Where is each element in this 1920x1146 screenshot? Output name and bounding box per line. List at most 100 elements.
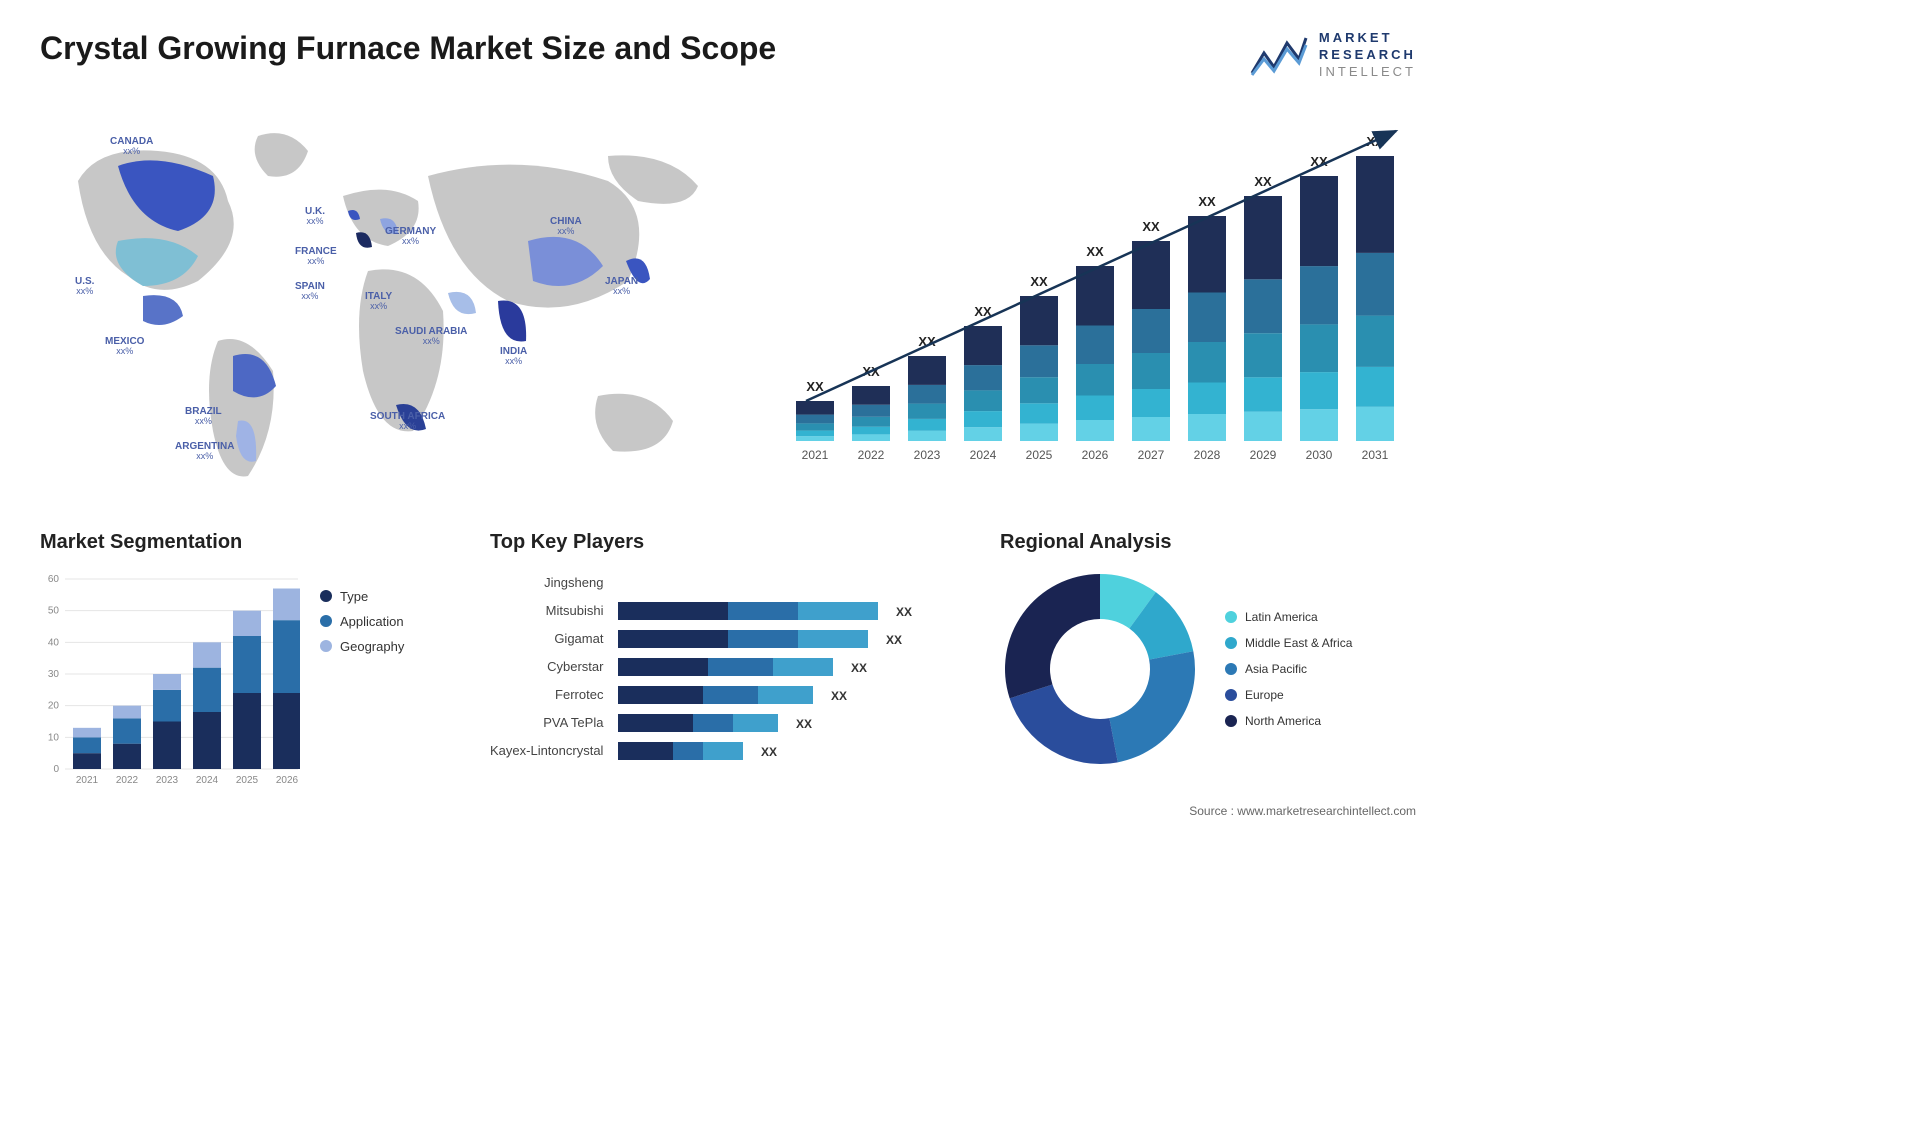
map-label: U.S.xx% <box>75 276 94 297</box>
player-name: Cyberstar <box>490 653 603 681</box>
legend-label: Application <box>340 614 404 629</box>
svg-text:2029: 2029 <box>1250 448 1277 462</box>
legend-dot <box>320 590 332 602</box>
legend-item: North America <box>1225 714 1352 728</box>
map-label: SPAINxx% <box>295 281 325 302</box>
top-row: CANADAxx%U.S.xx%MEXICOxx%BRAZILxx%ARGENT… <box>40 101 1416 501</box>
legend-label: Type <box>340 589 368 604</box>
svg-text:XX: XX <box>1198 194 1216 209</box>
svg-text:XX: XX <box>851 661 867 675</box>
players-section: Top Key Players JingshengMitsubishiGigam… <box>490 531 970 770</box>
map-label: INDIAxx% <box>500 346 527 367</box>
players-title: Top Key Players <box>490 531 970 554</box>
regional-section: Regional Analysis Latin AmericaMiddle Ea… <box>1000 531 1416 769</box>
logo-text-2: RESEARCH <box>1319 47 1416 64</box>
legend-item: Application <box>320 614 404 629</box>
legend-dot <box>1225 663 1237 675</box>
svg-text:2030: 2030 <box>1306 448 1333 462</box>
map-label: CHINAxx% <box>550 216 582 237</box>
player-name: Gigamat <box>490 625 603 653</box>
svg-text:XX: XX <box>1254 174 1272 189</box>
players-bars: XXXXXXXXXXXX <box>618 569 970 770</box>
regional-donut <box>1000 569 1200 769</box>
svg-text:2024: 2024 <box>196 775 219 786</box>
brand-logo: MARKET RESEARCH INTELLECT <box>1249 30 1416 81</box>
svg-text:2021: 2021 <box>802 448 829 462</box>
legend-dot <box>1225 689 1237 701</box>
legend-label: Middle East & Africa <box>1245 636 1352 650</box>
svg-text:XX: XX <box>886 633 902 647</box>
map-label: U.K.xx% <box>305 206 325 227</box>
legend-label: North America <box>1245 714 1321 728</box>
svg-text:2024: 2024 <box>970 448 997 462</box>
legend-dot <box>320 615 332 627</box>
svg-text:2026: 2026 <box>276 775 299 786</box>
legend-dot <box>320 640 332 652</box>
svg-text:XX: XX <box>1142 219 1160 234</box>
segmentation-legend: Type Application Geography <box>320 569 404 789</box>
player-name: PVA TePla <box>490 709 603 737</box>
map-label: SOUTH AFRICAxx% <box>370 411 445 432</box>
svg-text:2025: 2025 <box>236 775 259 786</box>
svg-text:XX: XX <box>806 379 824 394</box>
legend-item: Latin America <box>1225 610 1352 624</box>
map-label: FRANCExx% <box>295 246 337 267</box>
page-title: Crystal Growing Furnace Market Size and … <box>40 30 776 67</box>
svg-text:2022: 2022 <box>858 448 885 462</box>
growth-chart: XX2021XX2022XX2023XX2024XX2025XX2026XX20… <box>776 101 1416 481</box>
map-label: BRAZILxx% <box>185 406 222 427</box>
svg-text:0: 0 <box>53 764 59 775</box>
player-name: Ferrotec <box>490 681 603 709</box>
map-label: CANADAxx% <box>110 136 153 157</box>
svg-text:2026: 2026 <box>1082 448 1109 462</box>
legend-label: Asia Pacific <box>1245 662 1307 676</box>
svg-text:40: 40 <box>48 637 60 648</box>
header: Crystal Growing Furnace Market Size and … <box>40 30 1416 81</box>
map-label: ARGENTINAxx% <box>175 441 234 462</box>
player-name: Jingsheng <box>490 569 603 597</box>
player-name: Kayex-Lintoncrystal <box>490 737 603 765</box>
map-label: ITALYxx% <box>365 291 392 312</box>
logo-text-1: MARKET <box>1319 30 1416 47</box>
legend-label: Geography <box>340 639 404 654</box>
regional-legend: Latin America Middle East & Africa Asia Pa… <box>1225 610 1352 728</box>
svg-text:60: 60 <box>48 574 60 585</box>
logo-icon <box>1249 33 1309 78</box>
svg-text:2028: 2028 <box>1194 448 1221 462</box>
world-map: CANADAxx%U.S.xx%MEXICOxx%BRAZILxx%ARGENT… <box>40 101 736 501</box>
svg-text:2023: 2023 <box>156 775 179 786</box>
players-names: JingshengMitsubishiGigamatCyberstarFerro… <box>490 569 603 770</box>
svg-text:2023: 2023 <box>914 448 941 462</box>
legend-dot <box>1225 611 1237 623</box>
legend-item: Geography <box>320 639 404 654</box>
svg-text:20: 20 <box>48 700 60 711</box>
svg-text:30: 30 <box>48 669 60 680</box>
svg-text:10: 10 <box>48 732 60 743</box>
map-label: GERMANYxx% <box>385 226 436 247</box>
logo-text-3: INTELLECT <box>1319 64 1416 81</box>
legend-item: Europe <box>1225 688 1352 702</box>
segmentation-section: Market Segmentation 0 10 20 30 40 50 60 2021 202… <box>40 531 460 789</box>
bottom-row: Market Segmentation 0 10 20 30 40 50 60 2021 202… <box>40 531 1416 789</box>
map-label: SAUDI ARABIAxx% <box>395 326 467 347</box>
svg-text:50: 50 <box>48 605 60 616</box>
map-label: JAPANxx% <box>605 276 638 297</box>
source-text: Source : www.marketresearchintellect.com <box>40 804 1416 818</box>
legend-item: Type <box>320 589 404 604</box>
segmentation-title: Market Segmentation <box>40 531 460 554</box>
svg-text:XX: XX <box>1030 274 1048 289</box>
legend-dot <box>1225 715 1237 727</box>
svg-text:2025: 2025 <box>1026 448 1053 462</box>
legend-label: Europe <box>1245 688 1284 702</box>
legend-item: Middle East & Africa <box>1225 636 1352 650</box>
segmentation-chart: 0102030405060202120222023202420252026 <box>40 569 300 789</box>
svg-text:XX: XX <box>1086 244 1104 259</box>
svg-text:XX: XX <box>796 717 812 731</box>
legend-item: Asia Pacific <box>1225 662 1352 676</box>
svg-text:2031: 2031 <box>1362 448 1389 462</box>
player-name: Mitsubishi <box>490 597 603 625</box>
legend-label: Latin America <box>1245 610 1318 624</box>
svg-text:XX: XX <box>896 605 912 619</box>
legend-dot <box>1225 637 1237 649</box>
svg-text:2021: 2021 <box>76 775 99 786</box>
